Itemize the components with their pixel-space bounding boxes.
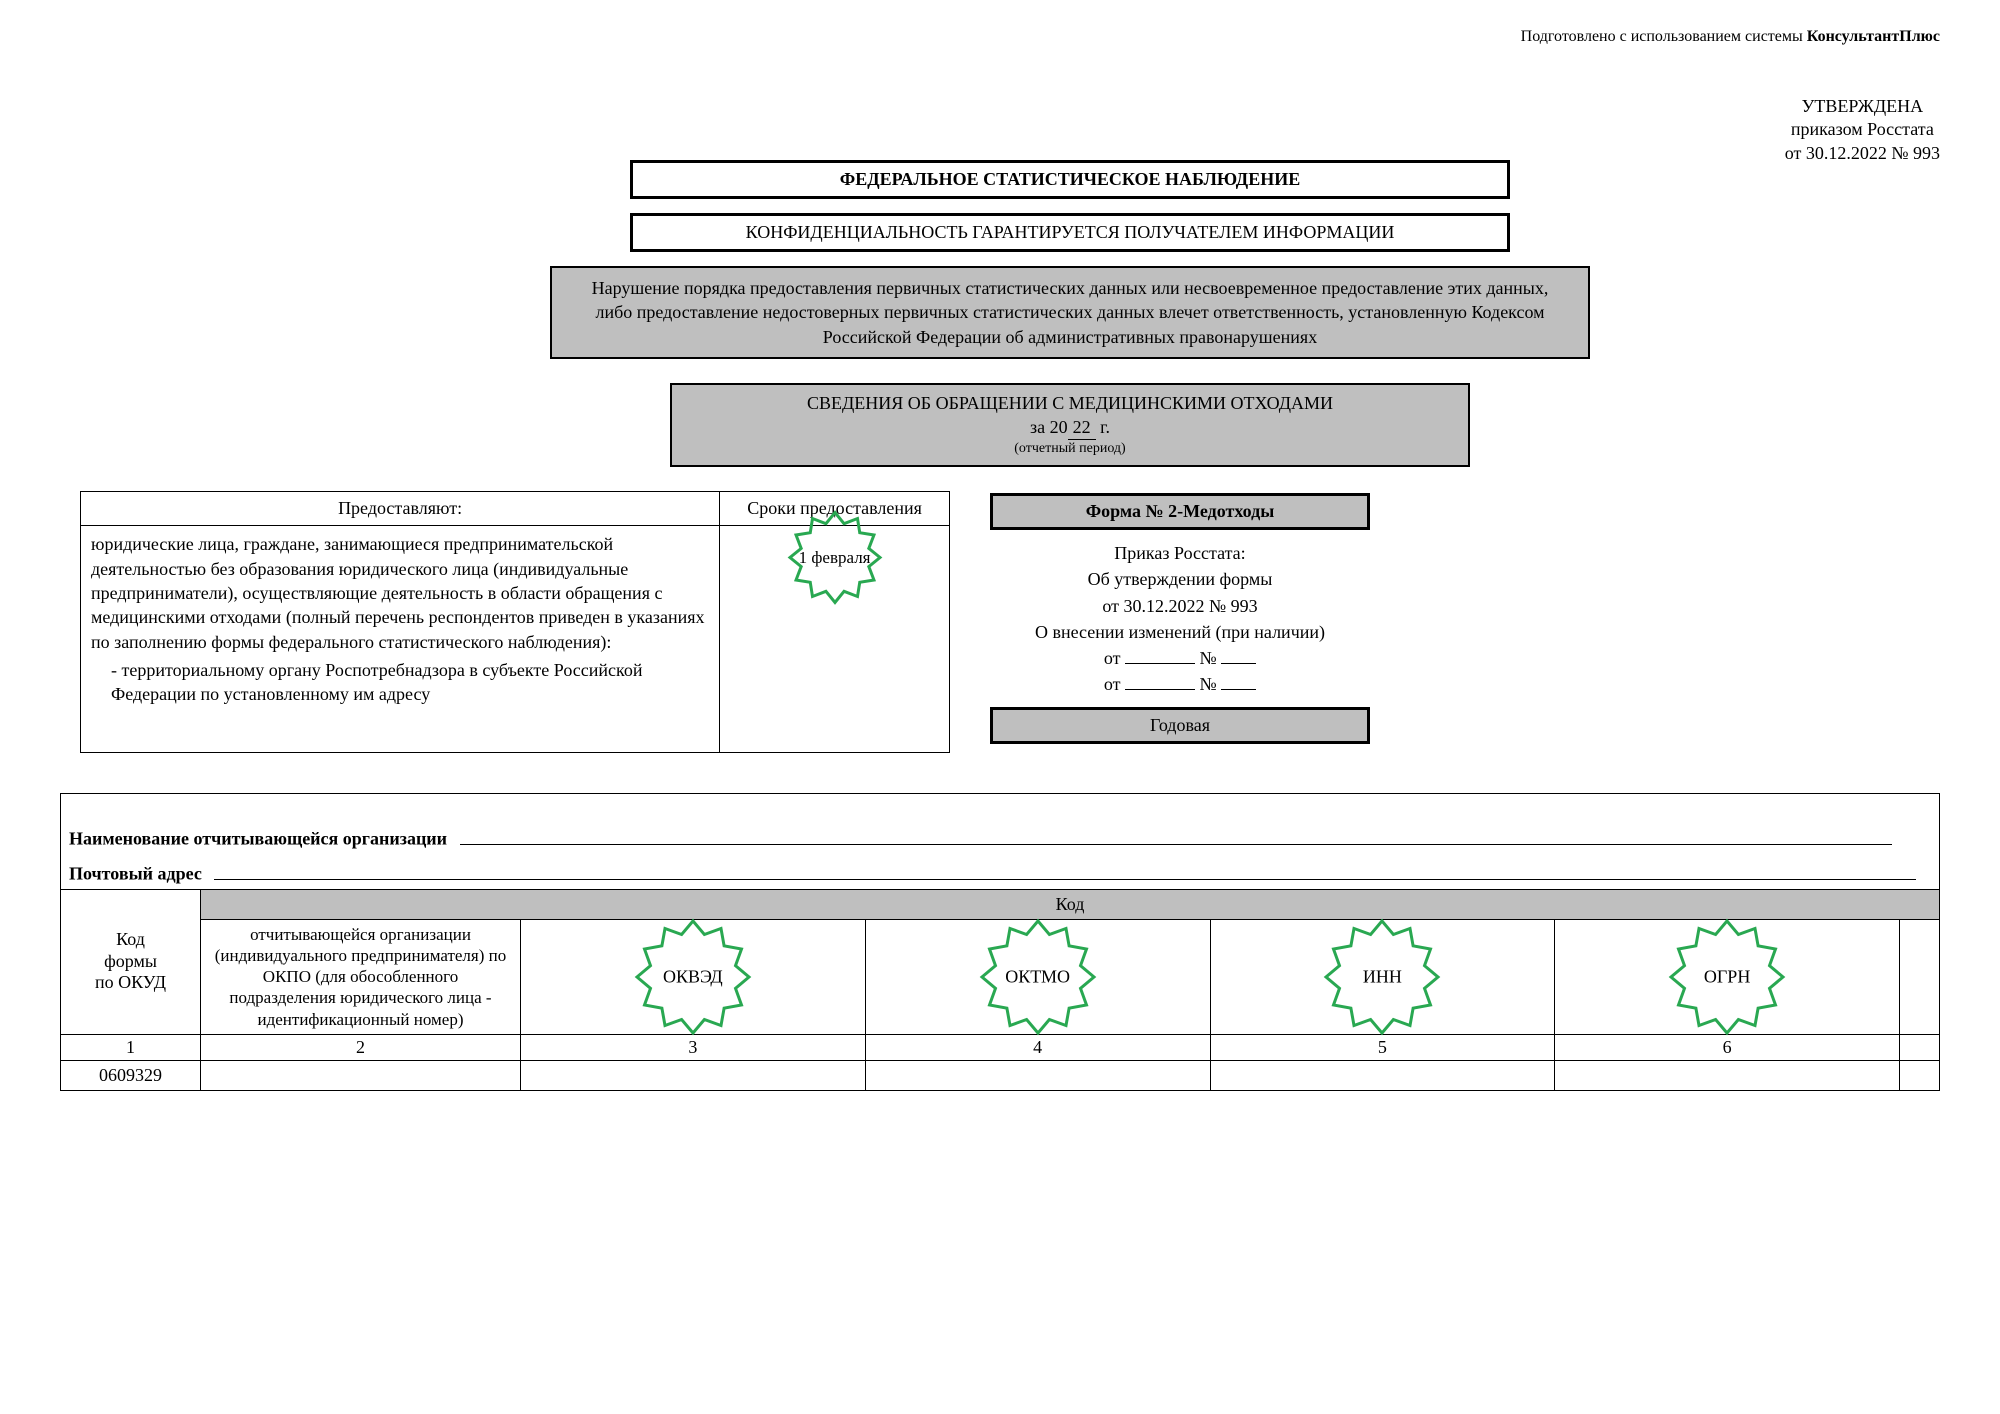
banner-confidentiality: КОНФИДЕНЦИАЛЬНОСТЬ ГАРАНТИРУЕТСЯ ПОЛУЧАТ… [630, 213, 1510, 252]
provide-header: Предоставляют: [81, 492, 720, 526]
title-year-line: за 2022 г. [678, 415, 1462, 440]
ogrn-value[interactable] [1555, 1060, 1900, 1090]
ogrn-label: ОГРН [1667, 966, 1787, 987]
blank-col [1900, 919, 1940, 1034]
inn-value[interactable] [1210, 1060, 1555, 1090]
approval-l1: УТВЕРЖДЕНА [1785, 95, 1940, 118]
provide-desc: юридические лица, граждане, занимающиеся… [91, 532, 709, 653]
num-3: 3 [521, 1034, 866, 1060]
approval-block: УТВЕРЖДЕНА приказом Росстата от 30.12.20… [1785, 95, 1940, 165]
approval-l3: от 30.12.2022 № 993 [1785, 142, 1940, 165]
amend-row-2: от № [990, 671, 1370, 697]
deadline-text: 1 февраля [775, 548, 895, 568]
org-name-field[interactable] [460, 823, 1892, 845]
okpo-desc: отчитывающейся организации (индивидуальн… [201, 919, 521, 1034]
amend-date-1[interactable] [1125, 646, 1195, 664]
approval-l2: приказом Росстата [1785, 118, 1940, 141]
deadline-seal: 1 февраля [775, 510, 895, 605]
attribution-brand: КонсультантПлюс [1807, 28, 1940, 45]
okved-label: ОКВЭД [633, 966, 753, 987]
title-main: СВЕДЕНИЯ ОБ ОБРАЩЕНИИ С МЕДИЦИНСКИМИ ОТХ… [678, 391, 1462, 415]
banner-title: ФЕДЕРАЛЬНОЕ СТАТИСТИЧЕСКОЕ НАБЛЮДЕНИЕ [630, 160, 1510, 199]
codes-header: Код [201, 889, 1940, 919]
inn-cell: ИНН [1210, 919, 1555, 1034]
num-blank [1900, 1034, 1940, 1060]
title-note: (отчетный период) [678, 440, 1462, 459]
org-name-label: Наименование отчитывающейся организации [69, 829, 447, 849]
okpo-value[interactable] [201, 1060, 521, 1090]
oktmo-value[interactable] [865, 1060, 1210, 1090]
okved-value[interactable] [521, 1060, 866, 1090]
okud-label: Код формы по ОКУД [61, 889, 201, 1034]
deadline-cell: 1 февраля [720, 526, 950, 753]
provide-desc-cell: юридические лица, граждане, занимающиеся… [81, 526, 720, 753]
okud-value: 0609329 [61, 1060, 201, 1090]
org-addr-field[interactable] [214, 858, 1916, 880]
order-l2: Об утверждении формы [990, 566, 1370, 592]
oktmo-seal: ОКТМО [978, 917, 1098, 1037]
ogrn-cell: ОГРН [1555, 919, 1900, 1034]
title-box: СВЕДЕНИЯ ОБ ОБРАЩЕНИИ С МЕДИЦИНСКИМИ ОТХ… [670, 383, 1470, 467]
form-meta: Форма № 2-Медотходы Приказ Росстата: Об … [990, 491, 1370, 744]
oktmo-cell: ОКТМО [865, 919, 1210, 1034]
num-5: 5 [1210, 1034, 1555, 1060]
form-name-box: Форма № 2-Медотходы [990, 493, 1370, 530]
amend-date-2[interactable] [1125, 672, 1195, 690]
val-blank[interactable] [1900, 1060, 1940, 1090]
warning-box: Нарушение порядка предоставления первичн… [550, 266, 1590, 359]
org-addr-label: Почтовый адрес [69, 864, 202, 884]
provide-table: Предоставляют: Сроки предоставления юрид… [80, 491, 950, 753]
year-value: 22 [1068, 415, 1096, 440]
inn-seal: ИНН [1322, 917, 1442, 1037]
attribution: Подготовлено с использованием системы Ко… [1521, 28, 1940, 46]
num-4: 4 [865, 1034, 1210, 1060]
okved-seal: ОКВЭД [633, 917, 753, 1037]
attribution-prefix: Подготовлено с использованием системы [1521, 28, 1807, 45]
period-box: Годовая [990, 707, 1370, 744]
amend-no-1[interactable] [1221, 646, 1256, 664]
amend-row-1: от № [990, 645, 1370, 671]
amend-no-2[interactable] [1221, 672, 1256, 690]
provide-bullet: - территориальному органу Роспотребнадзо… [91, 658, 709, 707]
order-l3: от 30.12.2022 № 993 [990, 593, 1370, 619]
okved-cell: ОКВЭД [521, 919, 866, 1034]
order-l1: Приказ Росстата: [990, 540, 1370, 566]
num-6: 6 [1555, 1034, 1900, 1060]
inn-label: ИНН [1322, 966, 1442, 987]
codes-table: Наименование отчитывающейся организации … [60, 793, 1940, 1090]
ogrn-seal: ОГРН [1667, 917, 1787, 1037]
oktmo-label: ОКТМО [978, 966, 1098, 987]
num-2: 2 [201, 1034, 521, 1060]
num-1: 1 [61, 1034, 201, 1060]
order-l4: О внесении изменений (при наличии) [990, 619, 1370, 645]
